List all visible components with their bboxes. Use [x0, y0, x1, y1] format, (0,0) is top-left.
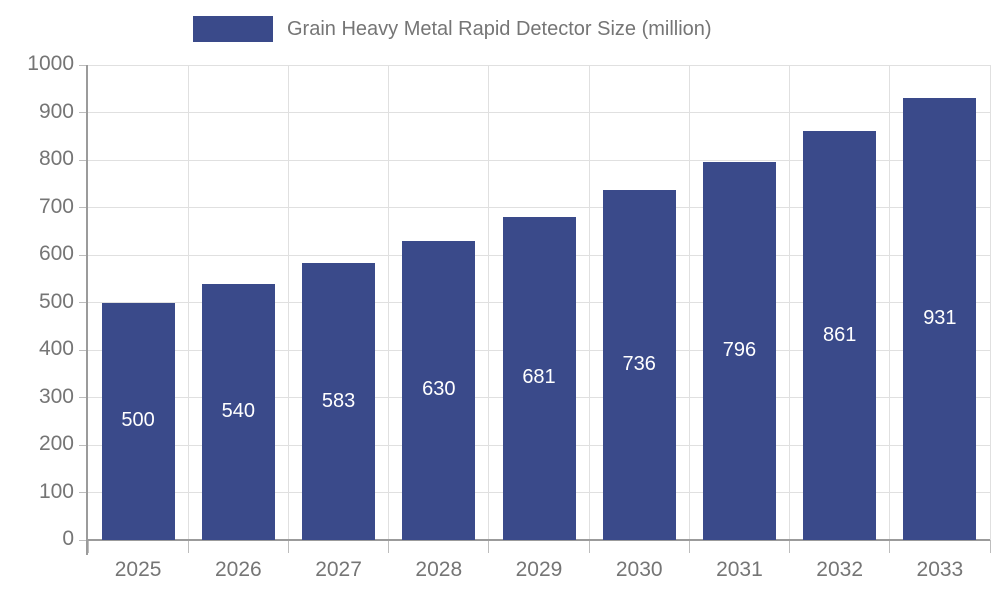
- gridline-v: [688, 65, 690, 540]
- y-tick-label: 600: [38, 242, 74, 265]
- gridline-h: [88, 159, 990, 161]
- x-axis-tick: [989, 540, 991, 553]
- bar-value-label: 736: [622, 353, 656, 376]
- y-tick-label: 200: [38, 432, 74, 455]
- x-tick-label: 2026: [214, 558, 262, 581]
- y-axis-tick: [79, 64, 88, 66]
- legend-swatch[interactable]: [193, 16, 273, 42]
- gridline-v: [989, 65, 991, 540]
- bar-2030: [602, 190, 676, 540]
- y-tick-label: 800: [38, 147, 74, 170]
- x-tick-label: 2027: [315, 558, 362, 581]
- gridline-h: [88, 112, 990, 113]
- bar-value-label: 681: [522, 366, 556, 389]
- x-tick-label: 2025: [114, 558, 162, 581]
- x-axis-tick: [588, 540, 590, 553]
- y-axis-tick: [79, 112, 88, 113]
- y-tick-label: 500: [38, 289, 74, 313]
- bar-value-label: 861: [822, 323, 857, 346]
- bar-2026: [201, 283, 275, 540]
- y-axis-tick: [79, 444, 88, 446]
- y-axis-tick: [79, 207, 88, 208]
- x-axis-tick: [688, 540, 690, 553]
- y-tick-label: 700: [38, 194, 74, 218]
- gridline-v: [488, 65, 490, 540]
- x-axis-tick: [388, 540, 390, 553]
- y-axis-line: [86, 65, 88, 555]
- y-tick-label: 1000: [27, 52, 74, 75]
- y-axis-tick: [79, 302, 88, 303]
- x-axis-tick: [87, 540, 89, 553]
- x-axis-line: [86, 539, 990, 541]
- bar-value-label: 583: [321, 389, 356, 412]
- y-tick-label: 0: [62, 527, 74, 550]
- x-axis-tick: [488, 540, 490, 553]
- x-tick-label: 2028: [415, 558, 463, 581]
- x-tick-label: 2033: [916, 558, 964, 581]
- bar-2029: [502, 216, 576, 540]
- x-axis-tick: [187, 540, 189, 553]
- y-axis-tick: [79, 539, 88, 541]
- bar-2027: [302, 263, 376, 540]
- gridline-h: [88, 64, 990, 66]
- y-axis-tick: [79, 254, 88, 256]
- y-axis-tick: [79, 159, 88, 161]
- x-tick-label: 2032: [816, 558, 864, 581]
- x-axis-tick: [789, 540, 791, 553]
- bar-2025: [101, 302, 175, 540]
- y-tick-label: 100: [38, 479, 74, 503]
- bar-2033: [903, 97, 977, 540]
- gridline-v: [588, 65, 590, 540]
- y-axis-tick: [79, 492, 88, 493]
- legend[interactable]: Grain Heavy Metal Rapid Detector Size (m…: [193, 16, 712, 42]
- bar-2032: [803, 131, 877, 540]
- x-axis-tick: [287, 540, 289, 553]
- y-axis-tick: [79, 397, 88, 398]
- gridline-h: [88, 207, 990, 208]
- bar-value-label: 540: [221, 399, 256, 422]
- y-tick-label: 400: [38, 337, 74, 360]
- gridline-v: [789, 65, 791, 540]
- x-tick-label: 2030: [615, 558, 663, 581]
- bar-value-label: 931: [923, 306, 957, 329]
- x-tick-label: 2029: [515, 558, 563, 581]
- gridline-v: [187, 65, 189, 540]
- bar-value-label: 500: [121, 409, 155, 432]
- bar-value-label: 796: [722, 338, 757, 361]
- gridline-v: [889, 65, 891, 540]
- x-axis-tick: [889, 540, 891, 553]
- bar-value-label: 630: [422, 378, 456, 401]
- y-axis-tick: [79, 349, 88, 351]
- gridline-v: [388, 65, 390, 540]
- bar-2028: [402, 240, 476, 540]
- y-tick-label: 900: [38, 99, 74, 123]
- legend-label[interactable]: Grain Heavy Metal Rapid Detector Size (m…: [287, 17, 712, 40]
- gridline-v: [287, 65, 289, 540]
- bar-2031: [702, 161, 776, 540]
- x-tick-label: 2031: [716, 558, 763, 581]
- y-tick-label: 300: [38, 384, 74, 408]
